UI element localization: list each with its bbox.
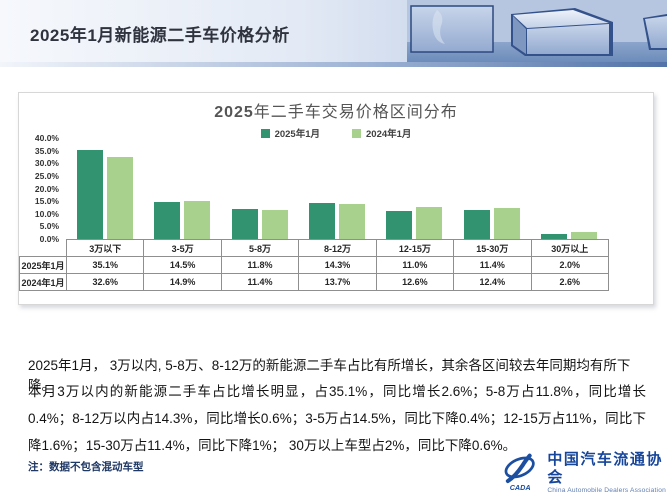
- organization-name: 中国汽车流通协会 China Automobile Dealers Associ…: [547, 451, 667, 494]
- cada-logo-icon: CADA: [504, 453, 535, 492]
- bar-series0-cat5: [463, 210, 490, 239]
- bar-series1-cat1: [184, 201, 211, 239]
- table-header-cell: 3-5万: [143, 239, 222, 257]
- bar-series0-cat3: [308, 202, 335, 239]
- table-value-cell: 2.0%: [530, 256, 609, 274]
- chart-title-year: 2025: [214, 104, 254, 121]
- bar-group: [531, 138, 608, 239]
- bar-series0-cat2: [231, 209, 258, 239]
- y-axis-tick-label: 40.0%: [34, 133, 59, 143]
- bar-chart-plot: [66, 138, 608, 239]
- organization-name-cn: 中国汽车流通协会: [547, 450, 663, 486]
- table-header-cell: 15-30万: [453, 239, 532, 257]
- y-axis-tick-label: 15.0%: [34, 196, 59, 207]
- table-value-cell: 2.6%: [530, 273, 609, 291]
- table-value-cell: 13.7%: [298, 273, 377, 291]
- table-value-cell: 14.5%: [143, 256, 222, 274]
- bar-group: [453, 138, 530, 239]
- chart-title: 2025年二手车交易价格区间分布: [19, 98, 653, 122]
- table-value-cell: 12.6%: [375, 273, 455, 291]
- table-value-cell: 11.8%: [220, 256, 300, 274]
- table-value-cell: 11.4%: [220, 273, 300, 291]
- organization-logo: CADA 中国汽车流通协会 China Automobile Dealers A…: [497, 449, 667, 495]
- y-axis-tick-label: 10.0%: [34, 208, 59, 219]
- table-header-cell: 12-15万: [375, 239, 455, 257]
- bar-series0-cat1: [154, 202, 181, 239]
- chart-title-text: 年二手车交易价格区间分布: [253, 104, 458, 121]
- bar-series1-cat0: [106, 156, 133, 239]
- table-value-cell: 11.0%: [375, 256, 455, 274]
- y-axis-tick-label: 20.0%: [34, 183, 59, 194]
- chart-legend: 2025年1月 2024年1月: [19, 126, 653, 140]
- table-row-label: 2024年1月: [19, 273, 67, 291]
- slide-header: 2025年1月新能源二手车价格分析: [0, 0, 667, 67]
- bar-series0-cat6: [541, 233, 568, 239]
- detail-paragraph: 本月3万以内的新能源二手车占比增长明显，占35.1%，同比增长2.6%；5-8万…: [28, 383, 646, 453]
- chart-data-table: 3万以下 3-5万 5-8万 8-12万 12-15万 15-30万 30万以上 2025年1…: [19, 239, 609, 291]
- header-divider: [0, 62, 667, 67]
- bar-series1-cat5: [493, 207, 520, 239]
- bar-group: [221, 138, 298, 239]
- bar-series1-cat2: [261, 210, 288, 239]
- bar-series0-cat0: [76, 150, 103, 239]
- table-value-cell: 11.4%: [453, 256, 532, 274]
- bar-series0-cat4: [386, 211, 413, 239]
- y-axis-tick-label: 30.0%: [34, 158, 59, 169]
- table-row-label: 2025年1月: [19, 256, 67, 274]
- table-header-cell: 8-12万: [298, 239, 377, 257]
- legend-label-2024: 2024年1月: [366, 129, 412, 140]
- y-axis-tick-label: 35.0%: [34, 145, 59, 156]
- bar-group: [66, 138, 143, 239]
- organization-name-en: China Automobile Dealers Association: [547, 486, 666, 494]
- bar-series1-cat3: [338, 204, 365, 239]
- bar-group: [376, 138, 453, 239]
- chart-card: 2025年二手车交易价格区间分布 2025年1月 2024年1月 3万以下 3-5…: [18, 92, 654, 305]
- cada-logo-text: CADA: [510, 483, 531, 492]
- bar-group: [298, 138, 375, 239]
- y-axis-tick-label: 25.0%: [34, 170, 59, 181]
- table-value-cell: 14.3%: [298, 256, 377, 274]
- legend-swatch-2024: [352, 128, 361, 138]
- y-axis-tick-label: 0.0%: [39, 234, 59, 244]
- bar-group: [143, 138, 220, 239]
- header-cubes-decoration-image: [407, 0, 667, 62]
- table-header-cell: 5-8万: [220, 239, 300, 257]
- table-value-cell: 14.9%: [143, 273, 222, 291]
- footnote: 注：数据不包含混动车型: [28, 461, 144, 473]
- bar-series1-cat4: [416, 207, 443, 239]
- table-header-cell: 30万以上: [530, 239, 609, 257]
- legend-label-2025: 2025年1月: [274, 129, 320, 140]
- summary-paragraph: 2025年1月， 3万以内, 5-8万、8-12万的新能源二手车占比有所增长，其…: [28, 357, 631, 393]
- page-title: 2025年1月新能源二手车价格分析: [30, 26, 290, 45]
- y-axis-tick-label: 5.0%: [39, 221, 59, 232]
- table-row: 2025年1月 35.1% 14.5% 11.8% 14.3% 11.0% 11.4% 2.0…: [19, 256, 609, 274]
- table-value-cell: 35.1%: [65, 256, 145, 274]
- legend-swatch-2025: [260, 128, 270, 138]
- legend-item-2025: 2025年1月: [260, 126, 320, 140]
- table-row: 2024年1月 32.6% 14.9% 11.4% 13.7% 12.6% 12.4% 2.6…: [19, 273, 609, 291]
- bar-series1-cat6: [571, 232, 598, 239]
- legend-item-2024: 2024年1月: [352, 126, 411, 140]
- table-header-cell: 3万以下: [65, 239, 145, 257]
- table-value-cell: 12.4%: [453, 273, 532, 291]
- table-value-cell: 32.6%: [65, 273, 145, 291]
